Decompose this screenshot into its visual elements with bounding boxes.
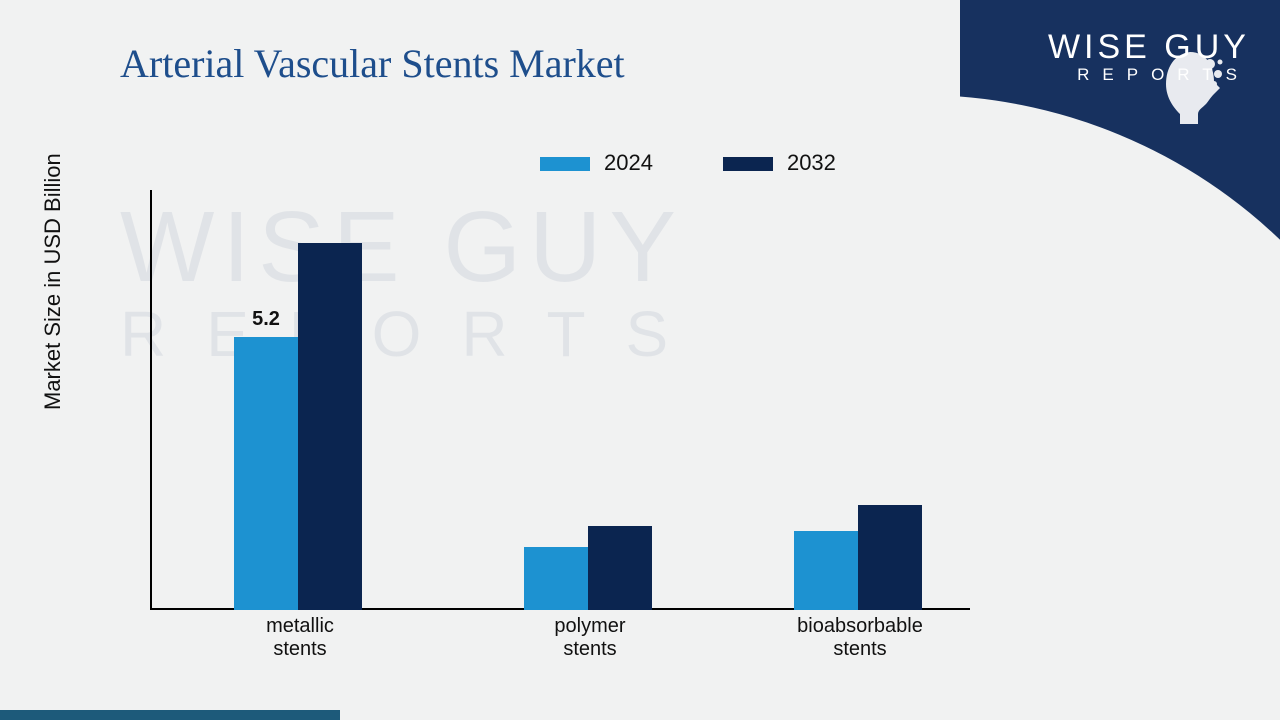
y-axis [150,190,152,610]
legend-swatch [540,157,590,171]
chart-card: WISE GUY REPORTS WISE GUY REPORTS Arteri… [0,0,1280,720]
plot-area: 5.2 metallicstentspolymerstentsbioabsorb… [150,190,970,610]
footer-accent [0,710,340,720]
bar [588,526,652,610]
y-axis-label: Market Size in USD Billion [40,153,66,410]
bar-value-label: 5.2 [234,308,298,331]
bar [858,505,922,610]
brand-logo: WISE GUY REPORTS [990,28,1250,85]
legend: 2024 2032 [540,150,836,176]
bar [794,531,858,610]
bar-chart: Market Size in USD Billion 20242032 5.2 … [60,150,980,670]
legend-swatch [723,157,773,171]
category-label: bioabsorbablestents [770,615,950,661]
page-title: Arterial Vascular Stents Market [120,40,625,87]
category-label: metallicstents [210,615,390,661]
legend-label: 2024 [604,150,653,175]
bar [234,337,298,610]
legend-item: 2032 [723,150,836,176]
brand-head-icon [1160,48,1230,126]
bar [298,243,362,611]
bar [524,547,588,610]
legend-label: 2032 [787,150,836,175]
legend-item: 2024 [540,150,653,176]
category-label: polymerstents [500,615,680,661]
